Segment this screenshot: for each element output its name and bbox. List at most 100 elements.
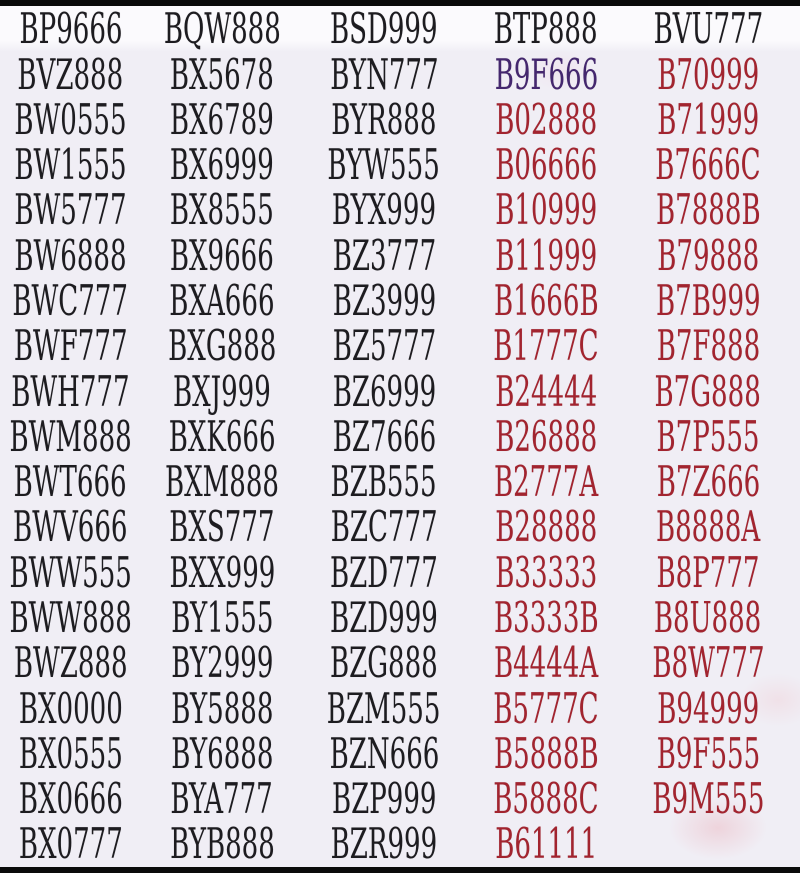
code-text: BX0777 <box>18 819 123 869</box>
code-text: B5888C <box>493 774 599 824</box>
code-text: BYW555 <box>327 140 441 190</box>
code-cell: BZM555 <box>303 686 465 731</box>
code-text: BWH777 <box>11 366 130 416</box>
code-text: B9F666 <box>494 49 598 99</box>
code-cell: BZ5777 <box>303 324 465 369</box>
code-cell: B7Z666 <box>627 460 789 505</box>
code-cell: BWV666 <box>0 505 141 550</box>
code-text: B4444A <box>493 638 599 688</box>
top-black-bar <box>0 0 800 6</box>
code-cell: B5777C <box>465 686 627 731</box>
code-cell: BZG888 <box>303 641 465 686</box>
code-text: BZD777 <box>330 547 438 597</box>
code-cell: B24444 <box>465 369 627 414</box>
header-cell: BP9666 <box>0 6 141 52</box>
header-cell: BTP888 <box>465 6 627 52</box>
code-text: B7B999 <box>655 276 761 326</box>
code-cell: B70999 <box>627 52 789 97</box>
code-text: BZ3999 <box>332 276 436 326</box>
code-text: BX8555 <box>170 185 274 235</box>
code-cell: BWM888 <box>0 414 141 459</box>
code-text: B7Z666 <box>656 457 760 507</box>
code-text: BXM888 <box>164 457 280 507</box>
code-cell: B9F666 <box>465 52 627 97</box>
code-text: BZN666 <box>329 728 439 778</box>
code-cell: BWF777 <box>0 324 141 369</box>
code-cell: BWC777 <box>0 278 141 323</box>
code-cell: BYX999 <box>303 188 465 233</box>
code-text: B06666 <box>495 140 597 190</box>
code-text: B10999 <box>495 185 597 235</box>
code-cell: BWZ888 <box>0 641 141 686</box>
code-cell: B8W777 <box>627 641 789 686</box>
code-cell: BX5678 <box>141 52 303 97</box>
header-cell: BSD999 <box>303 6 465 52</box>
code-cell: BZP999 <box>303 776 465 821</box>
code-text: B7P555 <box>656 411 760 461</box>
code-text: BTP888 <box>494 4 598 53</box>
code-text: BX0666 <box>18 774 123 824</box>
code-cell: BX9666 <box>141 233 303 278</box>
code-text: B1666B <box>493 276 599 326</box>
code-text: BWW555 <box>9 547 132 597</box>
code-text: B33333 <box>495 547 597 597</box>
code-cell: B9F555 <box>627 731 789 776</box>
code-text: B70999 <box>657 49 759 99</box>
code-text: BX0555 <box>18 728 123 778</box>
code-cell: B1777C <box>465 324 627 369</box>
code-cell: BYB888 <box>141 822 303 867</box>
code-cell: BW6888 <box>0 233 141 278</box>
code-cell: BX0555 <box>0 731 141 776</box>
code-text: BXS777 <box>169 502 275 552</box>
code-cell: B7888B <box>627 188 789 233</box>
code-text: B71999 <box>657 94 759 144</box>
code-text: BWV666 <box>13 502 128 552</box>
code-text: BYX999 <box>331 185 437 235</box>
code-cell: BY6888 <box>141 731 303 776</box>
code-text: BXA666 <box>169 276 275 326</box>
code-grid: BP9666 BQW888 BSD999 BTP888 BVU777 BVZ888 BX56… <box>0 6 800 867</box>
code-cell: B7B999 <box>627 278 789 323</box>
code-cell: B7F888 <box>627 324 789 369</box>
code-cell: B02888 <box>465 97 627 142</box>
code-text: BW6888 <box>14 230 127 280</box>
code-cell: BZD999 <box>303 595 465 640</box>
code-cell: B4444A <box>465 641 627 686</box>
code-cell: BX6789 <box>141 97 303 142</box>
code-text: BWM888 <box>9 411 132 461</box>
code-text: BYR888 <box>331 94 437 144</box>
code-cell: BY5888 <box>141 686 303 731</box>
code-text: BXX999 <box>169 547 275 597</box>
code-cell: B7G888 <box>627 369 789 414</box>
code-text: BW5777 <box>14 185 127 235</box>
code-text: BVZ888 <box>17 49 124 99</box>
code-text: BX6999 <box>170 140 274 190</box>
code-cell: B5888B <box>465 731 627 776</box>
code-cell: BYR888 <box>303 97 465 142</box>
code-text: BY6888 <box>170 728 274 778</box>
code-cell: B9M555 <box>627 776 789 821</box>
code-cell: B1666B <box>465 278 627 323</box>
code-text: B8W777 <box>651 638 765 688</box>
code-cell: BY2999 <box>141 641 303 686</box>
code-cell: BWH777 <box>0 369 141 414</box>
code-cell: BWW888 <box>0 595 141 640</box>
code-text: BQW888 <box>163 4 281 53</box>
code-cell: B8P777 <box>627 550 789 595</box>
code-text: BX6789 <box>170 94 274 144</box>
header-cell: BQW888 <box>141 6 303 52</box>
code-text: B5777C <box>493 683 599 733</box>
code-cell: BZ7666 <box>303 414 465 459</box>
code-cell: B7P555 <box>627 414 789 459</box>
code-text: B7F888 <box>656 321 760 371</box>
code-text: BXG888 <box>167 321 277 371</box>
code-text: B7G888 <box>654 366 762 416</box>
code-cell: BWW555 <box>0 550 141 595</box>
code-cell: B33333 <box>465 550 627 595</box>
code-cell: B28888 <box>465 505 627 550</box>
code-cell: BYW555 <box>303 143 465 188</box>
code-text: B8U888 <box>654 592 762 642</box>
code-text: BZB555 <box>330 457 438 507</box>
code-text: B2777A <box>493 457 599 507</box>
code-text: BWF777 <box>13 321 128 371</box>
